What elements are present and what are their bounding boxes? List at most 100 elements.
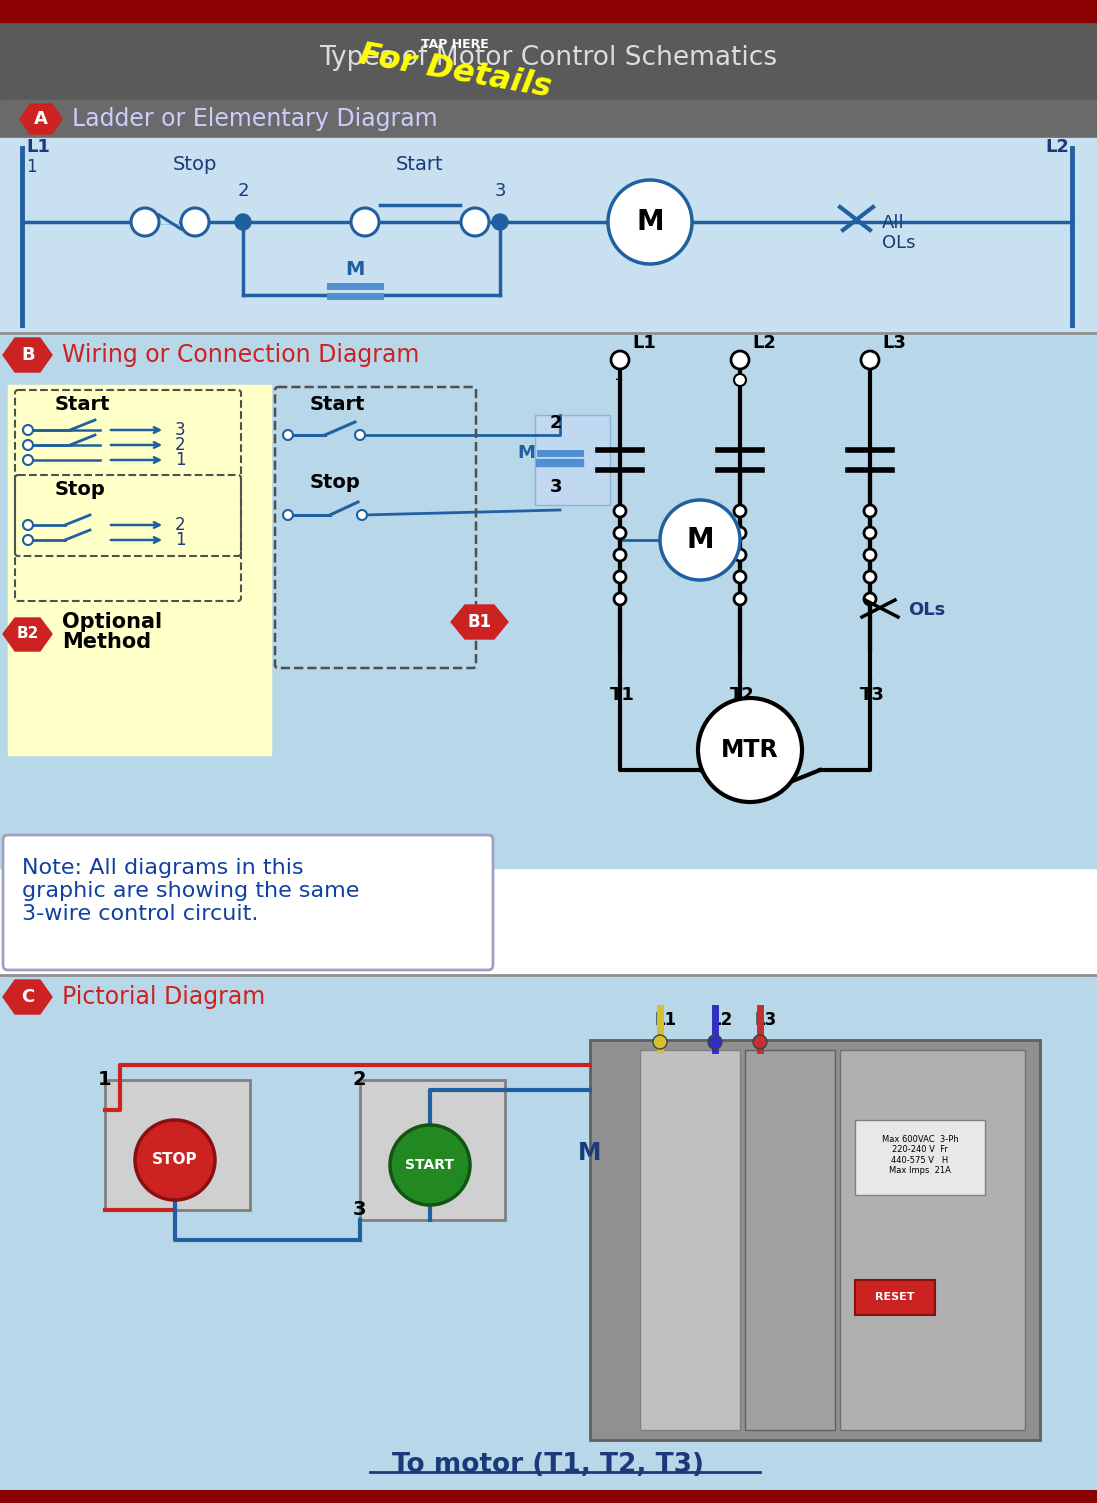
Text: L2: L2 (753, 334, 776, 352)
Text: START: START (406, 1157, 454, 1172)
Text: For Details: For Details (357, 41, 554, 104)
Bar (745, 1051, 835, 1429)
Text: Stop: Stop (173, 155, 217, 174)
Text: M: M (517, 443, 535, 461)
Text: 1: 1 (176, 531, 185, 549)
Text: 3: 3 (495, 182, 507, 200)
Text: B1: B1 (468, 613, 493, 631)
Bar (0, 138, 1097, 334)
Bar (640, 1051, 740, 1429)
Circle shape (734, 528, 746, 540)
Bar (0, 377, 1097, 869)
Circle shape (698, 697, 802, 803)
Circle shape (864, 528, 877, 540)
Circle shape (660, 500, 740, 580)
Text: Start: Start (396, 155, 444, 174)
Text: M: M (687, 526, 714, 555)
Circle shape (734, 505, 746, 517)
Text: 3: 3 (550, 478, 563, 496)
Text: All: All (882, 213, 905, 231)
Circle shape (491, 213, 508, 230)
Text: L2: L2 (710, 1012, 733, 1030)
Text: L2: L2 (1045, 138, 1068, 156)
Circle shape (753, 1036, 767, 1049)
Bar (855, 1120, 985, 1195)
Circle shape (734, 594, 746, 606)
Text: T3: T3 (860, 685, 885, 703)
Text: T2: T2 (730, 685, 755, 703)
Bar (8, 385, 271, 755)
Text: To motor (T1, T2, T3): To motor (T1, T2, T3) (392, 1452, 704, 1477)
Bar (840, 1051, 1025, 1429)
Text: 3: 3 (353, 1199, 366, 1219)
Text: Ladder or Elementary Diagram: Ladder or Elementary Diagram (72, 107, 438, 131)
Circle shape (864, 571, 877, 583)
Circle shape (355, 430, 365, 440)
Circle shape (653, 1036, 667, 1049)
Circle shape (708, 1036, 722, 1049)
Text: STOP: STOP (152, 1153, 197, 1168)
Circle shape (611, 352, 629, 370)
Circle shape (861, 352, 879, 370)
Text: B2: B2 (16, 627, 39, 642)
Text: Method: Method (63, 631, 151, 652)
Text: Wiring or Connection Diagram: Wiring or Connection Diagram (63, 343, 419, 367)
Circle shape (734, 571, 746, 583)
Circle shape (731, 352, 749, 370)
Circle shape (23, 440, 33, 449)
Text: T1: T1 (610, 685, 635, 703)
Bar (105, 1081, 250, 1210)
Circle shape (608, 180, 692, 265)
Circle shape (864, 505, 877, 517)
Bar (0, 23, 1097, 129)
Text: M: M (578, 1141, 601, 1165)
Circle shape (391, 1126, 470, 1205)
Circle shape (614, 528, 626, 540)
Text: OLs: OLs (908, 601, 946, 619)
Text: Start: Start (55, 395, 111, 413)
Text: 2: 2 (176, 516, 185, 534)
Bar (0, 1021, 1097, 1488)
Polygon shape (3, 980, 52, 1015)
Circle shape (734, 374, 746, 386)
Text: L1: L1 (655, 1012, 677, 1030)
Text: C: C (21, 987, 35, 1006)
Circle shape (131, 207, 159, 236)
Bar (0, 1489, 1097, 1503)
Text: 2: 2 (353, 1070, 366, 1090)
Polygon shape (451, 606, 508, 639)
Bar (0, 101, 1097, 138)
Text: B: B (21, 346, 35, 364)
Text: 1: 1 (176, 451, 185, 469)
Bar (0, 334, 1097, 377)
Text: OLs: OLs (882, 234, 916, 253)
Text: Start: Start (310, 395, 365, 413)
Text: M: M (636, 207, 664, 236)
Circle shape (614, 549, 626, 561)
Circle shape (135, 1120, 215, 1199)
Text: Optional: Optional (63, 612, 162, 631)
Text: 3: 3 (176, 421, 185, 439)
FancyBboxPatch shape (3, 836, 493, 969)
Text: 2: 2 (176, 436, 185, 454)
Text: RESET: RESET (875, 1293, 915, 1302)
Bar (535, 415, 610, 505)
Text: L3: L3 (755, 1012, 778, 1030)
Circle shape (614, 571, 626, 583)
Polygon shape (3, 338, 52, 373)
Text: Stop: Stop (55, 479, 105, 499)
Circle shape (283, 510, 293, 520)
Circle shape (181, 207, 210, 236)
Circle shape (614, 505, 626, 517)
Text: L1: L1 (632, 334, 656, 352)
Text: Max 600VAC  3-Ph
220-240 V  Fr
440-575 V   H
Max Imps  21A: Max 600VAC 3-Ph 220-240 V Fr 440-575 V H… (882, 1135, 959, 1175)
Circle shape (23, 425, 33, 434)
Polygon shape (20, 104, 63, 134)
Bar (360, 1081, 505, 1220)
Text: Stop: Stop (310, 473, 361, 491)
Circle shape (351, 207, 378, 236)
Circle shape (23, 535, 33, 546)
Bar (590, 1040, 1040, 1440)
Circle shape (461, 207, 489, 236)
Circle shape (235, 213, 251, 230)
